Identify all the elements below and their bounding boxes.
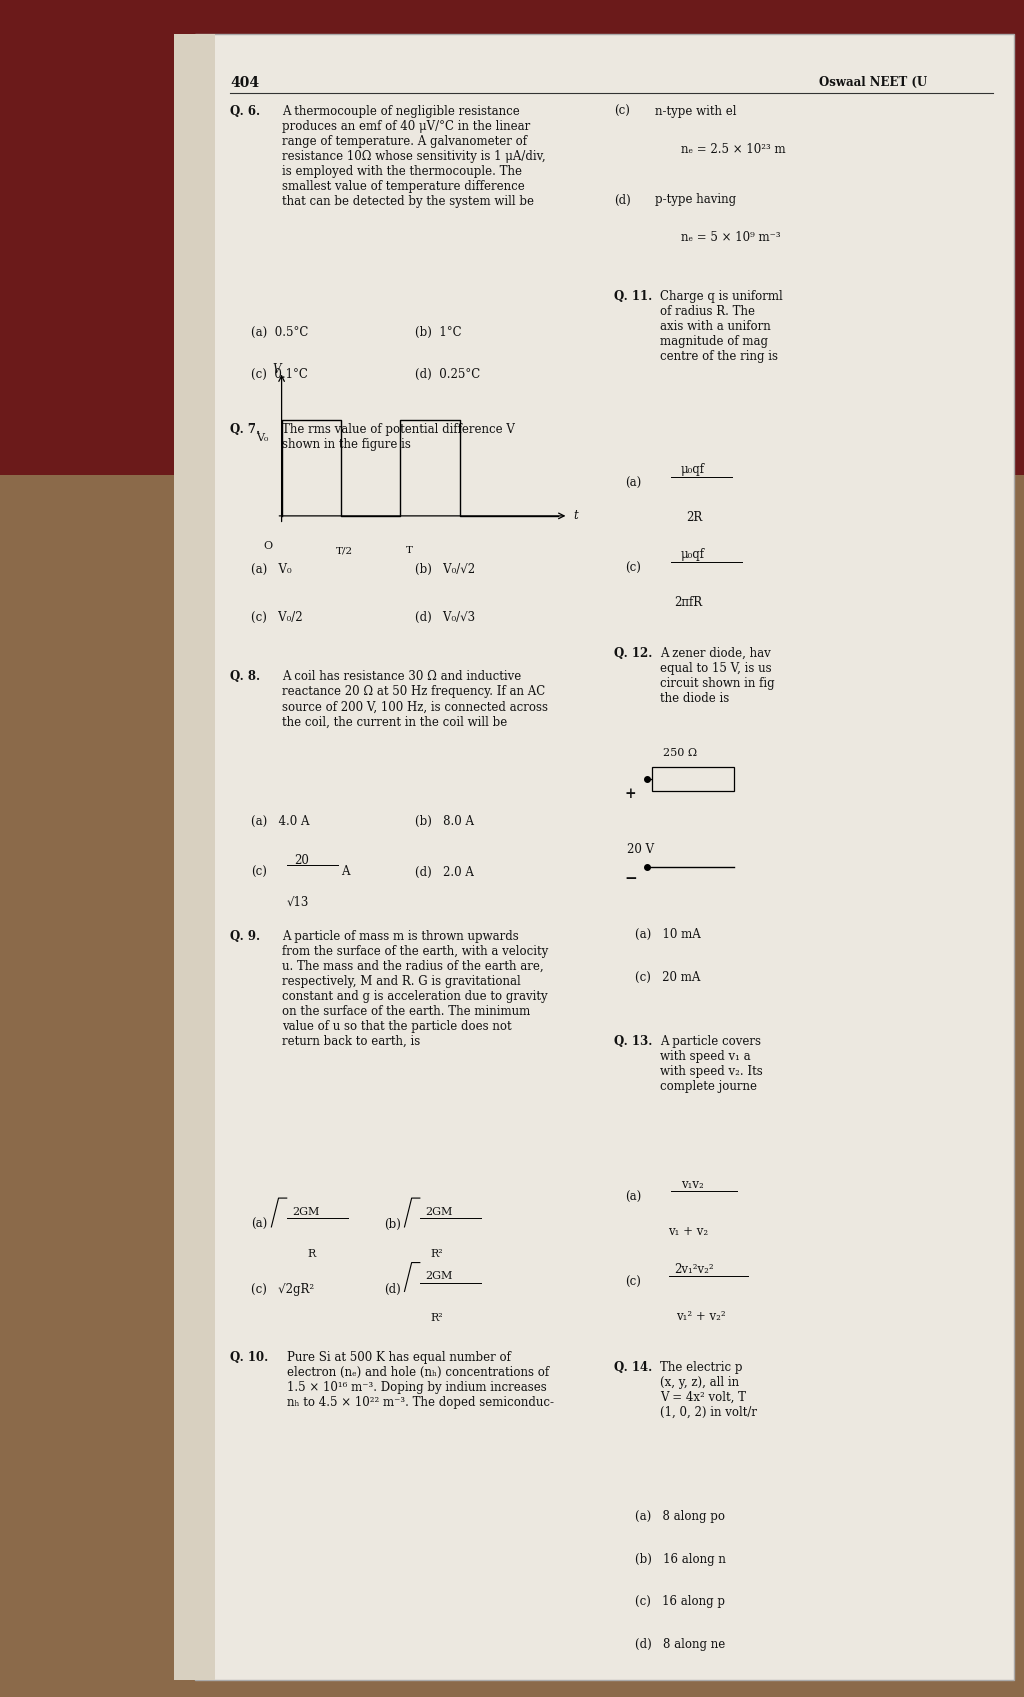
Text: (d): (d) [614, 193, 631, 207]
Text: (c): (c) [614, 105, 631, 119]
Text: A particle of mass m is thrown upwards
from the surface of the earth, with a vel: A particle of mass m is thrown upwards f… [282, 930, 548, 1049]
Text: n-type with el: n-type with el [655, 105, 737, 119]
Text: The electric p
(x, y, z), all in
V = 4x² volt, T
(1, 0, 2) in volt/r: The electric p (x, y, z), all in V = 4x²… [660, 1361, 758, 1419]
Text: (b)   V₀/√2: (b) V₀/√2 [415, 563, 475, 577]
Text: (a): (a) [625, 477, 641, 490]
Text: T/2: T/2 [336, 546, 353, 555]
Text: Q. 13.: Q. 13. [614, 1035, 652, 1049]
Text: (a)   8 along po: (a) 8 along po [635, 1510, 725, 1524]
Text: v₁ + v₂: v₁ + v₂ [668, 1225, 708, 1239]
Text: 404: 404 [230, 76, 259, 90]
Text: Q. 14.: Q. 14. [614, 1361, 652, 1375]
Text: A particle covers
with speed v₁ a
with speed v₂. Its
complete journe: A particle covers with speed v₁ a with s… [660, 1035, 763, 1093]
Text: (d)   V₀/√3: (d) V₀/√3 [415, 611, 475, 624]
Text: Q. 9.: Q. 9. [230, 930, 260, 944]
Text: 2R: 2R [686, 511, 702, 524]
Text: A thermocouple of negligible resistance
produces an emf of 40 μV/°C in the linea: A thermocouple of negligible resistance … [282, 105, 545, 209]
Text: p-type having: p-type having [655, 193, 736, 207]
Text: (a)  0.5°C: (a) 0.5°C [251, 326, 308, 339]
Text: A zener diode, hav
equal to 15 V, is us
circuit shown in fig
the diode is: A zener diode, hav equal to 15 V, is us … [660, 647, 775, 704]
Text: (b)   8.0 A: (b) 8.0 A [415, 815, 474, 828]
Text: Q. 6.: Q. 6. [230, 105, 260, 119]
Text: 2GM: 2GM [292, 1207, 319, 1217]
Text: μ₀qf: μ₀qf [681, 463, 705, 477]
Text: (a)   4.0 A: (a) 4.0 A [251, 815, 309, 828]
Text: (b)  1°C: (b) 1°C [415, 326, 462, 339]
Text: +: + [625, 787, 636, 801]
Text: (c)   20 mA: (c) 20 mA [635, 971, 700, 984]
Text: O: O [263, 541, 272, 552]
Text: (c)  0.1°C: (c) 0.1°C [251, 368, 308, 382]
Text: t: t [573, 509, 579, 523]
Text: (b): (b) [384, 1218, 400, 1232]
Text: Oswaal NEET (U: Oswaal NEET (U [819, 76, 928, 90]
Text: 2GM: 2GM [425, 1271, 453, 1281]
Text: (c): (c) [251, 865, 267, 879]
FancyBboxPatch shape [652, 767, 734, 791]
Text: (d): (d) [384, 1283, 400, 1297]
Text: Q. 10.: Q. 10. [230, 1351, 268, 1364]
Text: (c)   16 along p: (c) 16 along p [635, 1595, 725, 1609]
Text: R²: R² [430, 1249, 442, 1259]
Text: nₑ = 2.5 × 10²³ m: nₑ = 2.5 × 10²³ m [681, 143, 785, 156]
Text: √13: √13 [287, 896, 309, 910]
Text: R: R [307, 1249, 315, 1259]
Text: Q. 12.: Q. 12. [614, 647, 652, 660]
FancyBboxPatch shape [195, 34, 1014, 1680]
Text: (a): (a) [625, 1191, 641, 1205]
Text: −: − [625, 872, 637, 886]
FancyBboxPatch shape [174, 34, 215, 1680]
Text: 2πfR: 2πfR [674, 596, 701, 609]
Text: 20: 20 [294, 854, 309, 867]
FancyBboxPatch shape [0, 475, 1024, 1697]
Text: (d)   2.0 A: (d) 2.0 A [415, 865, 473, 879]
Text: (b)   16 along n: (b) 16 along n [635, 1553, 726, 1566]
Text: μ₀qf: μ₀qf [681, 548, 705, 562]
Text: R²: R² [430, 1313, 442, 1324]
Text: (d)   8 along ne: (d) 8 along ne [635, 1638, 725, 1651]
Text: (d)  0.25°C: (d) 0.25°C [415, 368, 480, 382]
Text: Pure Si at 500 K has equal number of
electron (nₑ) and hole (nₕ) concentrations : Pure Si at 500 K has equal number of ele… [287, 1351, 554, 1409]
Text: V: V [272, 363, 281, 377]
Text: v₁² + v₂²: v₁² + v₂² [676, 1310, 725, 1324]
Text: (c)   √2gR²: (c) √2gR² [251, 1283, 314, 1297]
Text: Q. 7.: Q. 7. [230, 423, 260, 436]
Text: (c): (c) [625, 562, 641, 575]
Text: 250 Ω: 250 Ω [663, 748, 696, 759]
FancyBboxPatch shape [0, 0, 1024, 475]
Text: Q. 11.: Q. 11. [614, 290, 652, 304]
Text: (a)   V₀: (a) V₀ [251, 563, 292, 577]
Text: v₁v₂: v₁v₂ [681, 1178, 703, 1191]
Text: T: T [406, 546, 413, 555]
Text: A coil has resistance 30 Ω and inductive
reactance 20 Ω at 50 Hz frequency. If a: A coil has resistance 30 Ω and inductive… [282, 670, 548, 728]
Text: Q. 8.: Q. 8. [230, 670, 260, 684]
Text: (c): (c) [625, 1276, 641, 1290]
Text: 2GM: 2GM [425, 1207, 453, 1217]
Text: nₑ = 5 × 10⁹ m⁻³: nₑ = 5 × 10⁹ m⁻³ [681, 231, 780, 244]
Text: (a): (a) [251, 1218, 267, 1232]
Text: V₀: V₀ [256, 433, 268, 443]
Text: The rms value of potential difference V
shown in the figure is: The rms value of potential difference V … [282, 423, 514, 450]
Text: 2v₁²v₂²: 2v₁²v₂² [674, 1263, 714, 1276]
Text: A: A [341, 865, 349, 879]
Text: 20 V: 20 V [627, 843, 653, 857]
Text: Charge q is uniforml
of radius R. The 
axis with a uniforn
magnitude of mag
cent: Charge q is uniforml of radius R. The ax… [660, 290, 783, 363]
Text: (a)   10 mA: (a) 10 mA [635, 928, 700, 942]
Text: (c)   V₀/2: (c) V₀/2 [251, 611, 302, 624]
